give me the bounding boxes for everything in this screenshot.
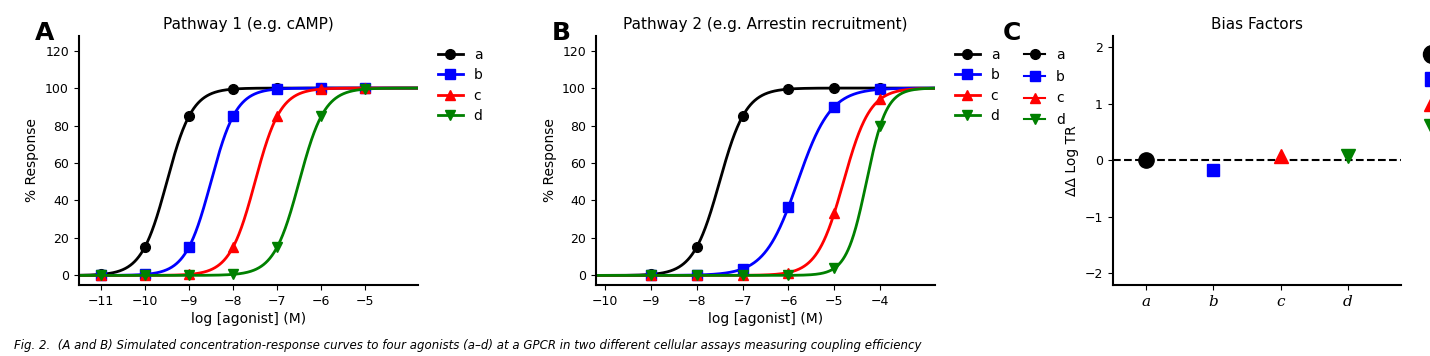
Legend: a, b, c, d: a, b, c, d — [432, 43, 488, 129]
Text: B: B — [552, 21, 571, 44]
Text: C: C — [1002, 21, 1021, 44]
Title: Pathway 1 (e.g. cAMP): Pathway 1 (e.g. cAMP) — [163, 17, 333, 32]
Text: A: A — [34, 21, 54, 44]
Legend: a, b, c, d: a, b, c, d — [1423, 43, 1430, 141]
Title: Bias Factors: Bias Factors — [1211, 17, 1303, 32]
Legend: a, b, c, d: a, b, c, d — [950, 43, 1005, 129]
Y-axis label: % Response: % Response — [26, 118, 40, 202]
Text: Fig. 2.  (A and B) Simulated concentration-response curves to four agonists (a–d: Fig. 2. (A and B) Simulated concentratio… — [14, 339, 922, 352]
Y-axis label: % Response: % Response — [542, 118, 556, 202]
Title: Pathway 2 (e.g. Arrestin recruitment): Pathway 2 (e.g. Arrestin recruitment) — [623, 17, 908, 32]
X-axis label: log [agonist] (M): log [agonist] (M) — [708, 312, 824, 326]
Y-axis label: ΔΔ Log TR: ΔΔ Log TR — [1065, 125, 1080, 195]
X-axis label: log [agonist] (M): log [agonist] (M) — [190, 312, 306, 326]
